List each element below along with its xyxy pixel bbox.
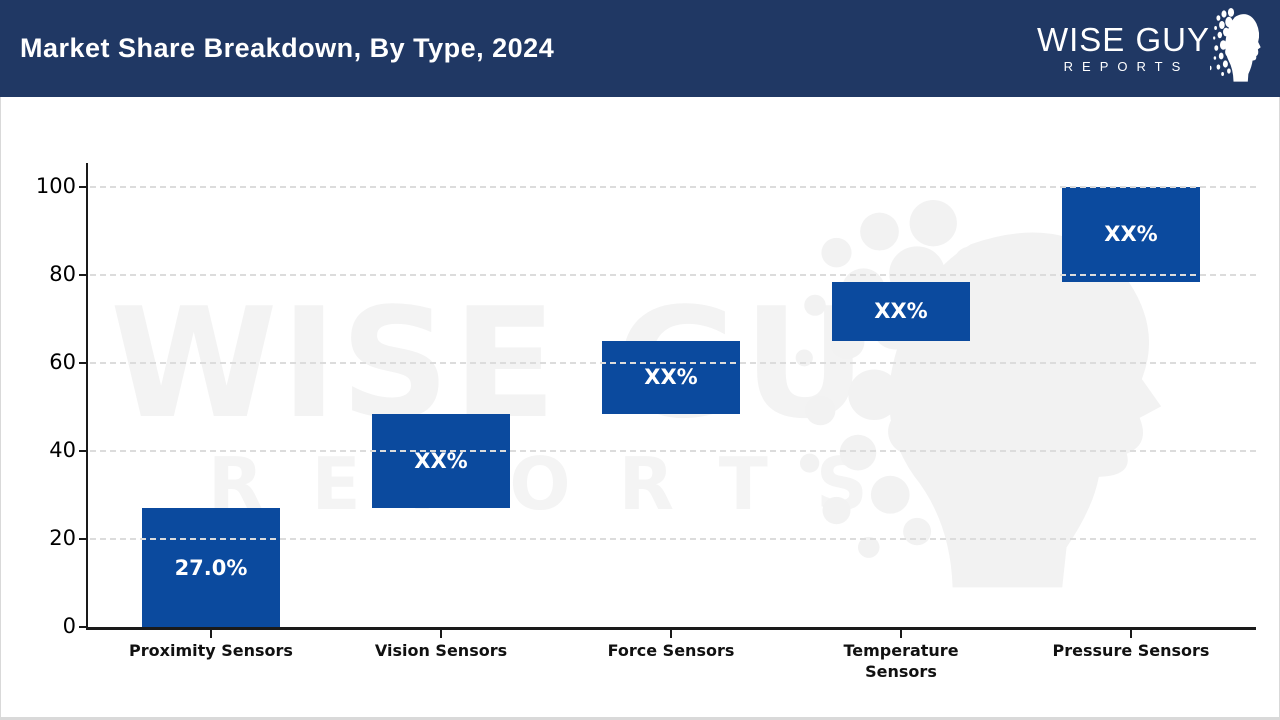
x-axis-label-2: Force Sensors bbox=[607, 641, 735, 660]
y-tick-20 bbox=[79, 538, 86, 540]
y-tick-label-80: 80 bbox=[49, 262, 76, 286]
bar-value-label: XX% bbox=[1104, 222, 1158, 247]
x-axis-line bbox=[86, 627, 1256, 630]
bar-vision-sensors: XX% bbox=[372, 413, 510, 509]
y-tick-100 bbox=[79, 186, 86, 188]
y-tick-label-20: 20 bbox=[49, 526, 76, 550]
bar-pressure-sensors: XX% bbox=[1062, 187, 1200, 282]
x-tick-1 bbox=[440, 630, 442, 638]
y-tick-60 bbox=[79, 362, 86, 364]
x-axis-label-4: Pressure Sensors bbox=[1052, 641, 1210, 660]
y-tick-40 bbox=[79, 450, 86, 452]
wise-guy-logo: WISE GUY REPORTS bbox=[1037, 8, 1266, 84]
x-axis-label-1: Vision Sensors bbox=[374, 641, 508, 660]
y-axis-line bbox=[86, 163, 88, 630]
bar-value-label: XX% bbox=[644, 365, 698, 390]
logo-name: WISE GUY bbox=[1036, 21, 1210, 58]
bar-proximity-sensors: 27.0% bbox=[142, 508, 280, 627]
y-tick-80 bbox=[79, 274, 86, 276]
bar-value-label: 27.0% bbox=[174, 555, 248, 580]
x-tick-2 bbox=[670, 630, 672, 638]
watermark-subtext: REPORTS bbox=[208, 442, 916, 526]
y-tick-label-0: 0 bbox=[62, 614, 76, 638]
header-band: Market Share Breakdown, By Type, 2024 WI… bbox=[0, 0, 1280, 97]
bar-force-sensors: XX% bbox=[602, 341, 740, 414]
bar-value-label: XX% bbox=[874, 299, 928, 324]
y-tick-0 bbox=[79, 626, 86, 628]
y-tick-label-100: 100 bbox=[35, 174, 76, 198]
logo-head-profile-icon bbox=[1210, 8, 1261, 82]
x-axis-label-0: Proximity Sensors bbox=[129, 641, 293, 660]
bar-value-label: XX% bbox=[414, 448, 468, 473]
x-tick-0 bbox=[210, 630, 212, 638]
page-title: Market Share Breakdown, By Type, 2024 bbox=[20, 33, 555, 63]
bar-temperature-sensors: XX% bbox=[832, 281, 970, 341]
x-tick-4 bbox=[1130, 630, 1132, 638]
y-tick-label-60: 60 bbox=[49, 350, 76, 374]
x-axis-label-3: Temperature Sensors bbox=[843, 641, 959, 681]
logo-subtitle: REPORTS bbox=[1063, 59, 1190, 75]
x-tick-3 bbox=[900, 630, 902, 638]
logo-text: WISE GUY REPORTS bbox=[1036, 21, 1210, 75]
y-tick-label-40: 40 bbox=[49, 438, 76, 462]
